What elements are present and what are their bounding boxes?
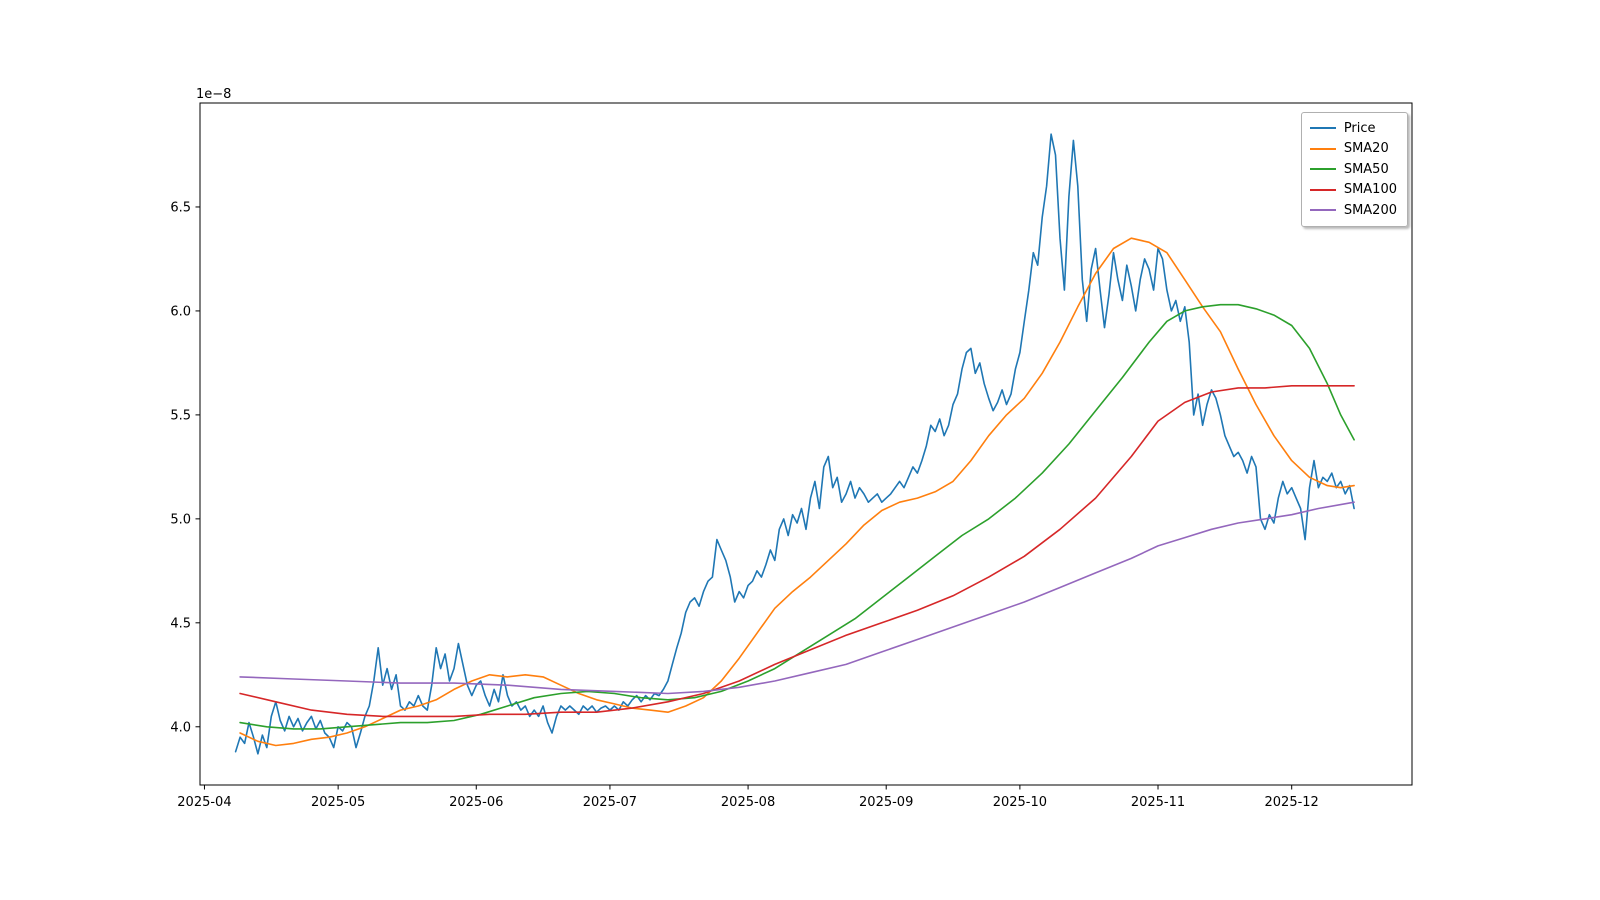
legend-line-swatch bbox=[1309, 168, 1336, 171]
x-tick-label: 2025-08 bbox=[721, 795, 775, 810]
x-tick-label: 2025-06 bbox=[449, 795, 503, 810]
y-tick-label: 6.5 bbox=[170, 200, 191, 215]
x-tick-label: 2025-07 bbox=[583, 795, 637, 810]
y-tick-label: 6.0 bbox=[170, 304, 191, 319]
series-line-sma200 bbox=[239, 501, 1355, 695]
y-tick-label: 5.5 bbox=[170, 408, 191, 423]
x-tick-label: 2025-10 bbox=[993, 795, 1047, 810]
legend-item-sma200: SMA200 bbox=[1309, 200, 1397, 221]
series-line-sma50 bbox=[239, 303, 1355, 730]
axes-frame bbox=[199, 102, 1413, 786]
legend-item-sma100: SMA100 bbox=[1309, 180, 1397, 201]
legend-label: SMA20 bbox=[1343, 141, 1389, 157]
y-tick-label: 4.0 bbox=[170, 720, 191, 735]
y-tick-label: 4.5 bbox=[170, 616, 191, 631]
x-tick-label: 2025-12 bbox=[1265, 795, 1319, 810]
x-tick-label: 2025-04 bbox=[177, 795, 231, 810]
x-tick-label: 2025-09 bbox=[859, 795, 913, 810]
legend-label: SMA100 bbox=[1343, 182, 1397, 198]
legend-line-swatch bbox=[1309, 209, 1336, 212]
legend-item-price: Price bbox=[1309, 118, 1397, 139]
series-line-price bbox=[234, 133, 1355, 755]
legend-line-swatch bbox=[1309, 127, 1336, 130]
x-tick-label: 2025-05 bbox=[311, 795, 365, 810]
series-line-sma100 bbox=[239, 385, 1355, 718]
legend-label: Price bbox=[1343, 120, 1376, 136]
legend-item-sma20: SMA20 bbox=[1309, 139, 1397, 160]
legend: Price SMA20 SMA50 SMA100 SMA200 bbox=[1300, 112, 1408, 227]
legend-line-swatch bbox=[1309, 188, 1336, 191]
legend-label: SMA200 bbox=[1343, 202, 1397, 218]
y-tick-label: 5.0 bbox=[170, 512, 191, 527]
x-tick-label: 2025-11 bbox=[1131, 795, 1185, 810]
legend-item-sma50: SMA50 bbox=[1309, 159, 1397, 180]
legend-line-swatch bbox=[1309, 147, 1336, 150]
y-axis-offset-label: 1e−8 bbox=[196, 87, 232, 102]
series-line-sma20 bbox=[239, 237, 1355, 747]
legend-label: SMA50 bbox=[1343, 161, 1389, 177]
